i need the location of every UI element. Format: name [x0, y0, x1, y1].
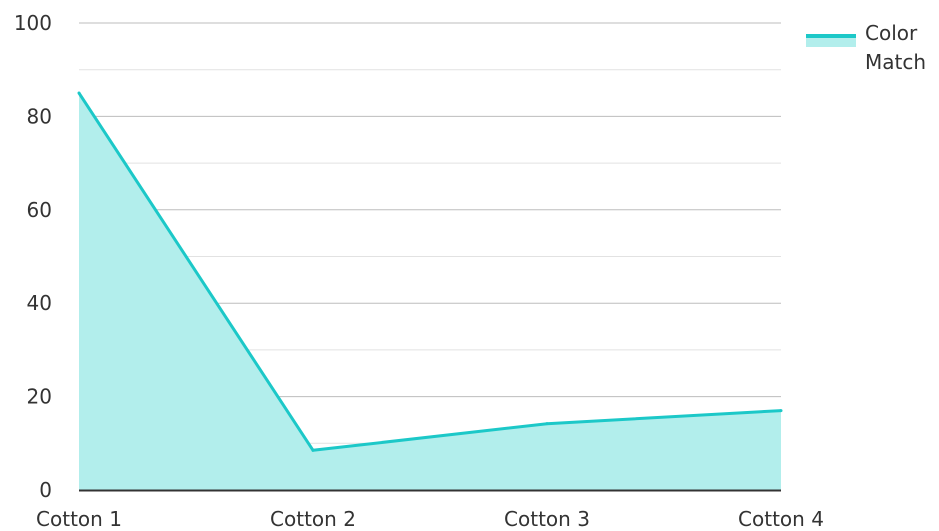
y-tick-label: 40 — [27, 291, 52, 315]
y-tick-label: 60 — [27, 198, 52, 222]
series-area-fill — [79, 93, 781, 490]
x-tick-label: Cotton 2 — [270, 507, 356, 531]
y-tick-label: 0 — [39, 478, 52, 502]
legend: Color Match — [806, 21, 926, 74]
y-axis-tick-labels: 0 20 40 60 80 100 — [14, 11, 52, 502]
x-axis-tick-labels: Cotton 1 Cotton 2 Cotton 3 Cotton 4 — [36, 507, 824, 531]
legend-label: Color Match — [865, 21, 926, 74]
x-tick-label: Cotton 1 — [36, 507, 122, 531]
y-tick-label: 100 — [14, 11, 52, 35]
series-layer — [77, 91, 783, 490]
series-line — [77, 92, 782, 452]
legend-label-line: Color — [865, 21, 918, 45]
y-tick-label: 80 — [27, 104, 52, 128]
x-tick-label: Cotton 3 — [504, 507, 590, 531]
data-point — [779, 409, 783, 413]
data-point — [545, 422, 549, 426]
data-point — [311, 448, 315, 452]
x-tick-label: Cotton 4 — [738, 507, 824, 531]
legend-label-line: Match — [865, 50, 926, 74]
y-tick-label: 20 — [27, 385, 52, 409]
data-point — [77, 91, 81, 95]
